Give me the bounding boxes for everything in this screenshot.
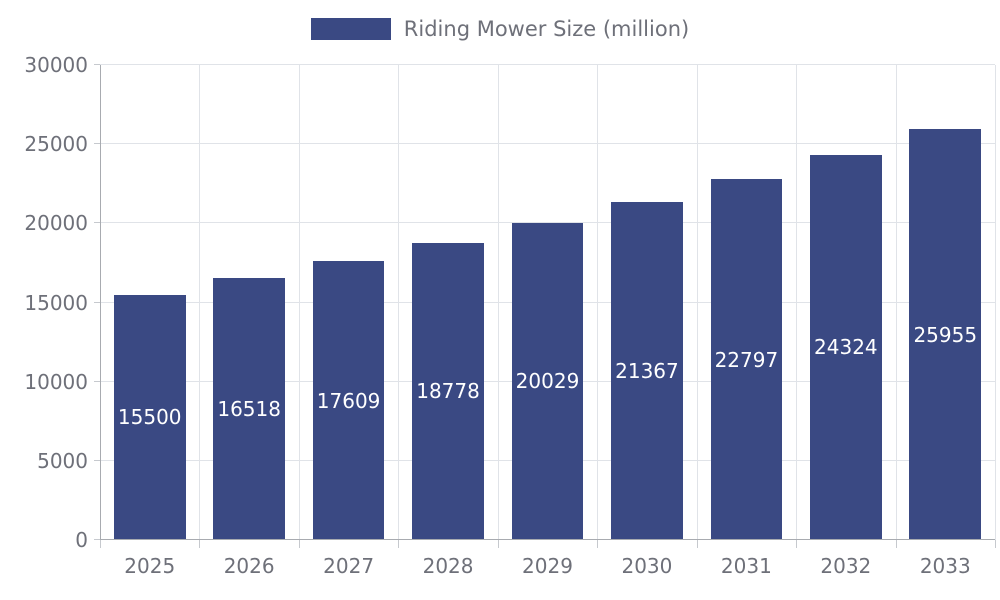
bar-value-label: 20029 <box>515 369 580 394</box>
x-axis-tick <box>398 540 400 548</box>
legend: Riding Mower Size (million) <box>0 17 1000 41</box>
x-axis-labels: 2025 2026 2027 2028 2029 2030 2031 2032 2033 <box>100 553 995 583</box>
gridline-vertical <box>597 65 599 540</box>
y-axis-line <box>100 65 101 540</box>
bar-2027[interactable]: 17609 <box>312 261 385 540</box>
bar-value-label: 21367 <box>615 358 679 383</box>
x-axis-tick <box>199 540 201 548</box>
bar-2028[interactable]: 18778 <box>412 242 484 540</box>
y-axis-tick <box>94 143 100 145</box>
x-axis-tick <box>796 540 798 548</box>
x-tick-label: 2031 <box>720 554 772 578</box>
bar-2030[interactable]: 21367 <box>611 201 683 540</box>
legend-label: Riding Mower Size (million) <box>403 17 690 41</box>
gridline-horizontal <box>100 64 995 65</box>
y-axis-labels: 0 5000 10000 15000 20000 25000 30000 <box>0 54 88 551</box>
gridline-horizontal <box>100 143 995 145</box>
x-axis-line <box>100 539 995 540</box>
x-axis-tick <box>696 540 698 548</box>
gridline-vertical <box>199 65 201 540</box>
bar-value-label: 25955 <box>913 322 978 347</box>
bar-2029[interactable]: 20029 <box>511 222 584 540</box>
bar-value-label: 16518 <box>217 397 281 422</box>
bar-value-label: 15500 <box>117 405 182 430</box>
x-tick-label: 2027 <box>323 554 375 578</box>
bar-value-label: 24324 <box>814 335 878 360</box>
bar-2026[interactable]: 16518 <box>213 278 285 540</box>
x-axis-tick <box>100 540 101 548</box>
y-axis-tick <box>94 539 100 540</box>
y-axis-tick <box>94 301 100 303</box>
x-tick-label: 2032 <box>820 554 872 578</box>
gridline-vertical <box>298 65 300 540</box>
y-axis-tick <box>94 64 100 65</box>
y-tick-label: 30000 <box>24 53 88 77</box>
plot-area: 15500 16518 17609 18778 20029 21367 22797 24324… <box>94 64 996 548</box>
y-tick-label: 25000 <box>24 132 88 157</box>
y-axis-tick <box>94 222 100 224</box>
gridline-vertical <box>497 65 499 540</box>
x-axis-tick <box>597 540 599 548</box>
gridline-horizontal <box>100 222 995 224</box>
y-tick-label: 10000 <box>24 369 88 394</box>
x-tick-label: 2033 <box>919 554 971 578</box>
legend-swatch-icon <box>310 18 391 40</box>
y-tick-label: 5000 <box>37 448 88 473</box>
x-tick-label: 2028 <box>422 554 474 578</box>
bar-2033[interactable]: 25955 <box>909 129 982 540</box>
bar-value-label: 22797 <box>714 347 779 372</box>
gridline-vertical <box>895 65 897 540</box>
x-tick-label: 2025 <box>124 554 176 578</box>
bar-2025[interactable]: 15500 <box>113 294 186 540</box>
y-tick-label: 20000 <box>24 211 88 236</box>
x-axis-tick <box>895 540 897 548</box>
bar-2032[interactable]: 24324 <box>810 154 882 540</box>
bar-value-label: 17609 <box>316 388 381 413</box>
gridline-vertical <box>995 65 996 540</box>
y-tick-label: 15000 <box>24 290 88 315</box>
x-axis-tick <box>995 540 996 548</box>
legend-item[interactable]: Riding Mower Size (million) <box>310 17 690 41</box>
gridline-vertical <box>796 65 798 540</box>
x-axis-tick <box>298 540 300 548</box>
y-axis-tick <box>94 380 100 382</box>
x-tick-label: 2029 <box>522 554 573 578</box>
y-axis-tick <box>94 459 100 461</box>
y-tick-label: 0 <box>75 528 88 552</box>
x-tick-label: 2030 <box>621 554 673 578</box>
x-axis-tick <box>497 540 499 548</box>
bar-2031[interactable]: 22797 <box>710 179 783 540</box>
gridline-vertical <box>398 65 400 540</box>
bar-value-label: 18778 <box>416 379 480 404</box>
gridline-vertical <box>696 65 698 540</box>
x-tick-label: 2026 <box>223 554 275 578</box>
